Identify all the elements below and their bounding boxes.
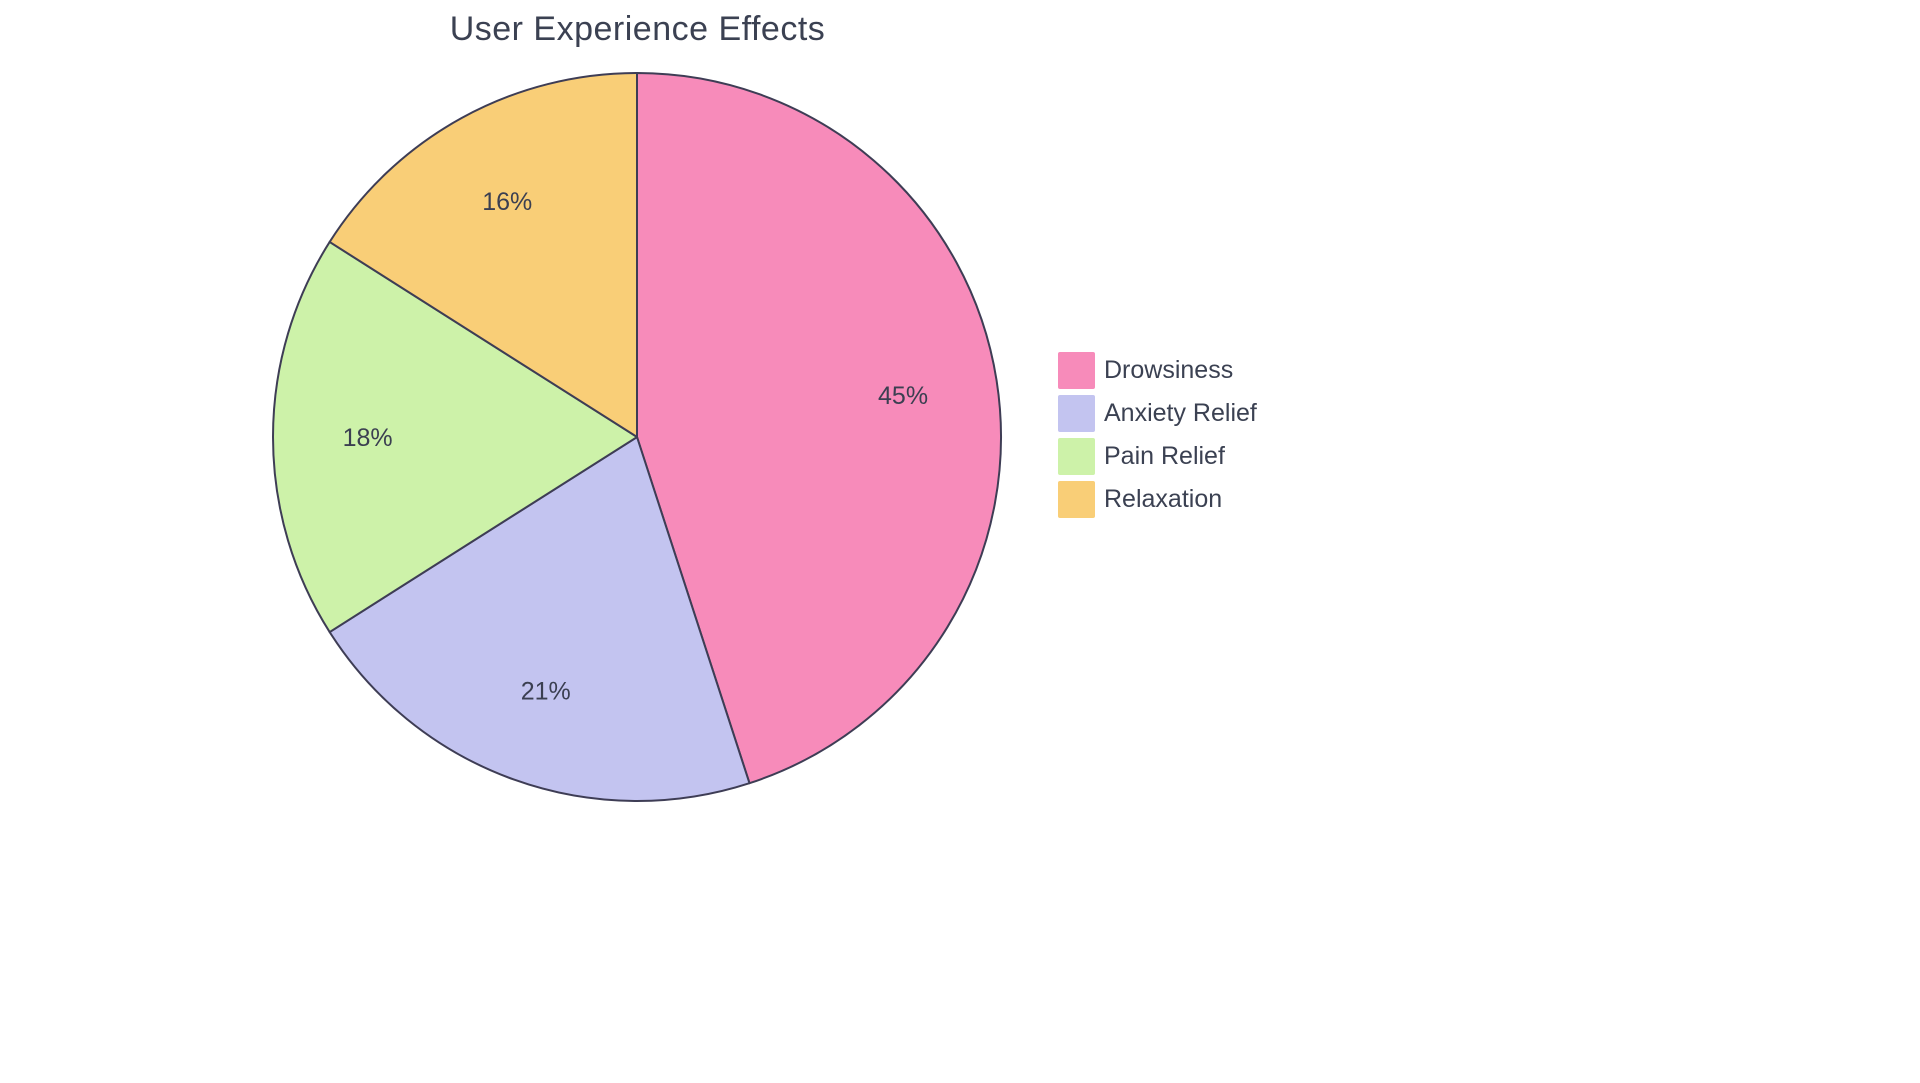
legend-label: Drowsiness — [1104, 356, 1234, 384]
legend-item-pain-relief: Pain Relief — [1058, 438, 1257, 475]
legend-label: Anxiety Relief — [1104, 399, 1257, 427]
legend-label: Pain Relief — [1104, 442, 1225, 470]
pie-slice-relaxation — [328, 72, 638, 438]
chart-title: User Experience Effects — [449, 10, 826, 48]
slice-percent-label: 21% — [521, 677, 571, 705]
pie-slice-drowsiness — [636, 72, 1002, 785]
legend-swatch — [1058, 352, 1095, 389]
legend-swatch — [1058, 395, 1095, 432]
slice-percent-label: 45% — [878, 382, 928, 410]
pie-slice-pain-relief — [272, 240, 638, 634]
legend-swatch — [1058, 481, 1095, 518]
legend-item-anxiety-relief: Anxiety Relief — [1058, 395, 1257, 432]
legend-label: Relaxation — [1104, 485, 1223, 513]
pie-slice-anxiety-relief — [328, 436, 751, 802]
legend-item-drowsiness: Drowsiness — [1058, 352, 1257, 389]
legend-swatch — [1058, 438, 1095, 475]
slice-percent-label: 16% — [482, 188, 532, 216]
legend: Drowsiness Anxiety Relief Pain Relief Relax… — [1058, 352, 1257, 518]
slice-percent-label: 18% — [343, 424, 393, 452]
legend-item-relaxation: Relaxation — [1058, 481, 1257, 518]
